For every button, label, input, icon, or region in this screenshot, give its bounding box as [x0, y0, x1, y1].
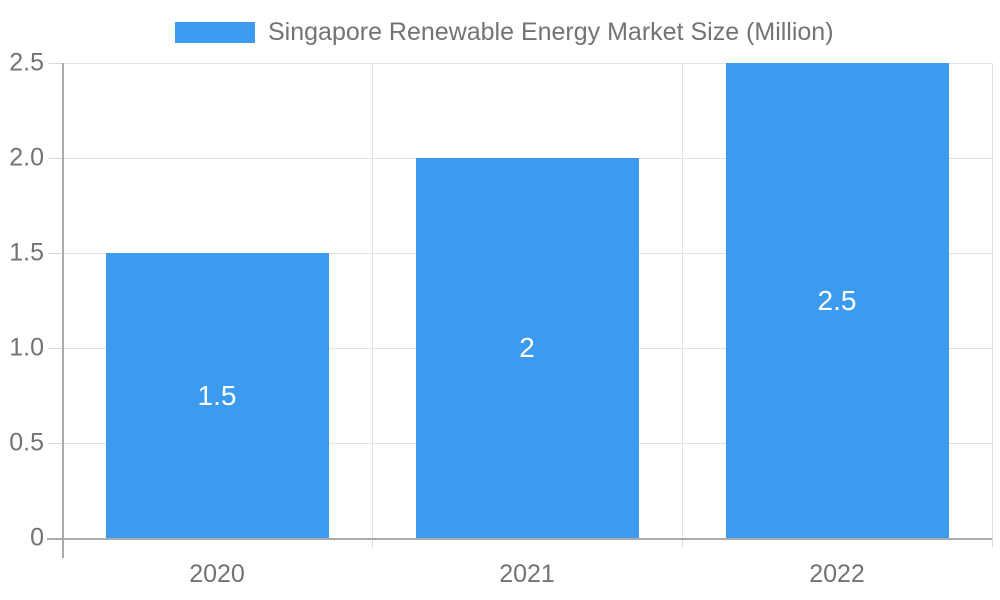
bar-value-label: 2.5 [817, 285, 857, 316]
bar-2021[interactable] [416, 158, 639, 538]
y-axis-tick-label: 1.5 [9, 238, 44, 267]
legend: Singapore Renewable Energy Market Size (… [175, 18, 834, 46]
y-axis-tick-label: 2.5 [9, 48, 44, 77]
gridline-vertical [682, 63, 683, 538]
y-axis-tick-label: 1.0 [9, 333, 44, 362]
y-tick-mark [48, 443, 62, 444]
y-axis-tick-label: 2.0 [9, 143, 44, 172]
gridline-vertical [372, 63, 373, 538]
bar-value-label: 2 [519, 332, 535, 363]
y-tick-mark [48, 348, 62, 349]
bar-value-label: 1.5 [197, 380, 237, 411]
x-axis-tick-label: 2021 [499, 560, 555, 588]
y-axis-line [62, 63, 64, 558]
y-axis-tick-label: 0.5 [9, 428, 44, 457]
x-tick-mark [372, 538, 373, 547]
legend-label[interactable]: Singapore Renewable Energy Market Size (… [268, 18, 834, 46]
y-axis-tick-label: 0 [30, 523, 44, 552]
bar-2020[interactable] [106, 253, 329, 538]
x-axis-tick-label: 2020 [189, 560, 245, 588]
y-tick-mark [48, 253, 62, 254]
x-tick-mark [992, 538, 993, 547]
y-tick-mark [48, 63, 62, 64]
y-tick-mark [48, 158, 62, 159]
x-axis-line [47, 538, 992, 540]
gridline-vertical [992, 63, 993, 538]
bar-2022[interactable] [726, 63, 949, 538]
x-tick-mark [682, 538, 683, 547]
x-axis-tick-label: 2022 [809, 560, 865, 588]
legend-swatch[interactable] [175, 22, 255, 43]
gridline-horizontal [62, 63, 992, 64]
